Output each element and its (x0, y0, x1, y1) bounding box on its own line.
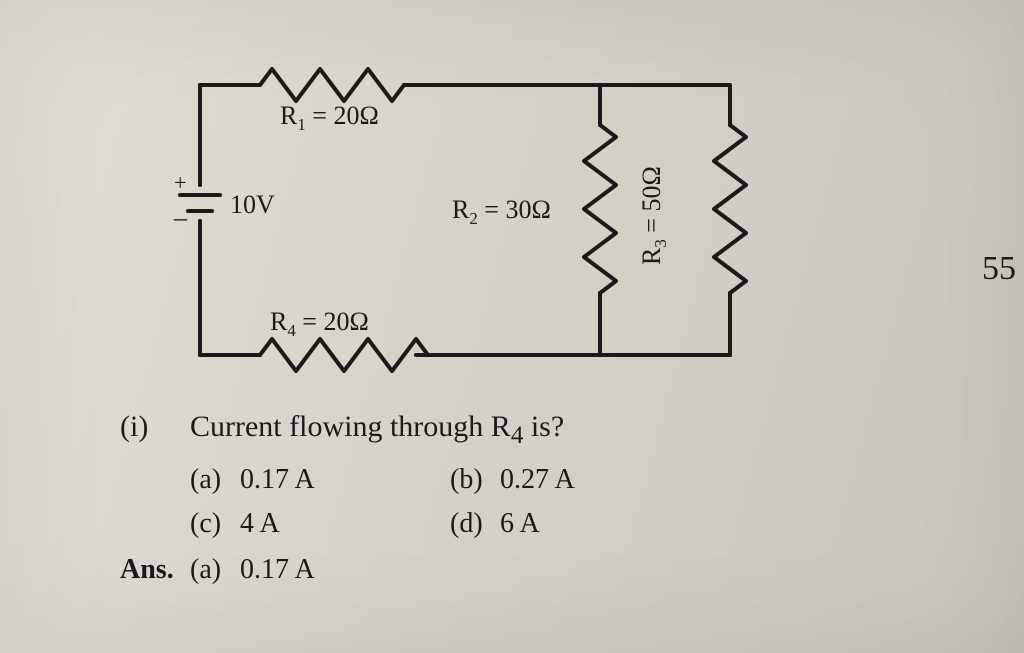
r2-name: R (452, 195, 469, 224)
answer-letter: (a) (190, 554, 240, 586)
r1-value: = 20Ω (312, 101, 379, 130)
r4-value: = 20Ω (302, 307, 369, 336)
r3-name: R (637, 248, 666, 265)
r4-name: R (270, 307, 287, 336)
label-r2: R2 = 30Ω (452, 195, 551, 229)
r1-name: R (280, 101, 297, 130)
option-c-text: 4 A (240, 508, 280, 540)
question-line: (i) Current flowing through R4 is? (120, 410, 900, 450)
answer-text: 0.17 A (240, 554, 315, 586)
r1-sub: 1 (297, 115, 305, 134)
option-b: (b) 0.27 A (450, 464, 710, 496)
option-a: (a) 0.17 A (190, 464, 450, 496)
option-c-letter: (c) (190, 508, 240, 540)
option-b-text: 0.27 A (500, 464, 575, 496)
label-r4: R4 = 20Ω (270, 307, 369, 341)
page-margin-number: 55 (982, 250, 1016, 288)
option-a-text: 0.17 A (240, 464, 315, 496)
option-b-letter: (b) (450, 464, 500, 496)
circuit-diagram: R1 = 20Ω R2 = 30Ω R3 = 50Ω R4 = 20Ω 10V … (140, 55, 780, 385)
r3-value: = 50Ω (637, 166, 666, 233)
option-d-text: 6 A (500, 508, 540, 540)
r2-sub: 2 (469, 209, 477, 228)
question-block: (i) Current flowing through R4 is? (a) 0… (120, 410, 900, 586)
question-text: Current flowing through R4 is? (190, 410, 564, 450)
r3-sub: 3 (651, 239, 670, 247)
option-d-letter: (d) (450, 508, 500, 540)
options-grid: (a) 0.17 A (b) 0.27 A (c) 4 A (d) 6 A (190, 464, 900, 540)
r2-value: = 30Ω (484, 195, 551, 224)
battery-minus-icon: – (174, 203, 187, 233)
answer-line: Ans. (a) 0.17 A (120, 554, 900, 586)
question-number: (i) (120, 410, 190, 444)
option-a-letter: (a) (190, 464, 240, 496)
page: R1 = 20Ω R2 = 30Ω R3 = 50Ω R4 = 20Ω 10V … (0, 0, 1024, 653)
label-source: 10V (230, 190, 275, 220)
label-r1: R1 = 20Ω (280, 101, 379, 135)
battery-plus-icon: + (174, 170, 186, 196)
option-d: (d) 6 A (450, 508, 710, 540)
r4-sub: 4 (287, 321, 295, 340)
label-r3: R3 = 50Ω (637, 166, 671, 265)
option-c: (c) 4 A (190, 508, 450, 540)
